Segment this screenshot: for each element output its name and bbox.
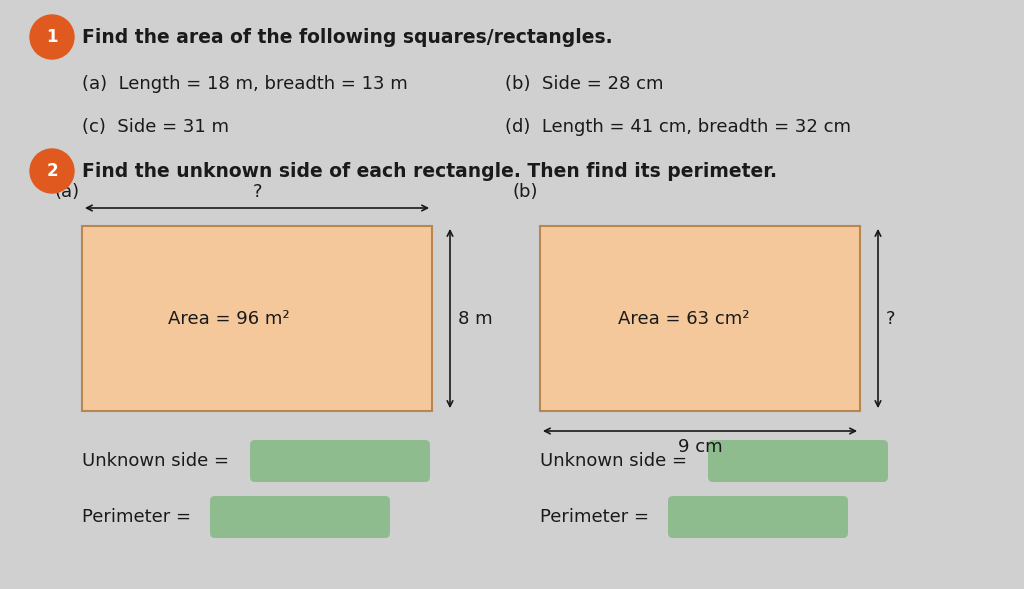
FancyBboxPatch shape <box>250 440 430 482</box>
Circle shape <box>30 15 74 59</box>
Text: Find the area of the following squares/rectangles.: Find the area of the following squares/r… <box>82 28 612 47</box>
Text: Perimeter =: Perimeter = <box>540 508 649 526</box>
FancyBboxPatch shape <box>668 496 848 538</box>
Text: 1: 1 <box>46 28 57 46</box>
Text: Area = 63 cm²: Area = 63 cm² <box>618 309 750 327</box>
FancyBboxPatch shape <box>540 226 860 411</box>
Text: 9 cm: 9 cm <box>678 438 722 456</box>
Text: 8 m: 8 m <box>458 309 493 327</box>
Text: (d)  Length = 41 cm, breadth = 32 cm: (d) Length = 41 cm, breadth = 32 cm <box>505 118 851 136</box>
Text: 2: 2 <box>46 162 57 180</box>
Text: Area = 96 m²: Area = 96 m² <box>168 309 290 327</box>
Text: Find the unknown side of each rectangle. Then find its perimeter.: Find the unknown side of each rectangle.… <box>82 161 777 180</box>
Text: (a): (a) <box>55 183 80 201</box>
Text: (b)  Side = 28 cm: (b) Side = 28 cm <box>505 75 664 93</box>
Text: Unknown side =: Unknown side = <box>540 452 687 470</box>
Text: ?: ? <box>252 183 262 201</box>
Text: (c)  Side = 31 m: (c) Side = 31 m <box>82 118 229 136</box>
Text: Perimeter =: Perimeter = <box>82 508 191 526</box>
Text: (a)  Length = 18 m, breadth = 13 m: (a) Length = 18 m, breadth = 13 m <box>82 75 408 93</box>
FancyBboxPatch shape <box>708 440 888 482</box>
Text: Unknown side =: Unknown side = <box>82 452 229 470</box>
FancyBboxPatch shape <box>82 226 432 411</box>
Circle shape <box>30 149 74 193</box>
Text: (b): (b) <box>512 183 538 201</box>
FancyBboxPatch shape <box>210 496 390 538</box>
Text: ?: ? <box>886 309 896 327</box>
